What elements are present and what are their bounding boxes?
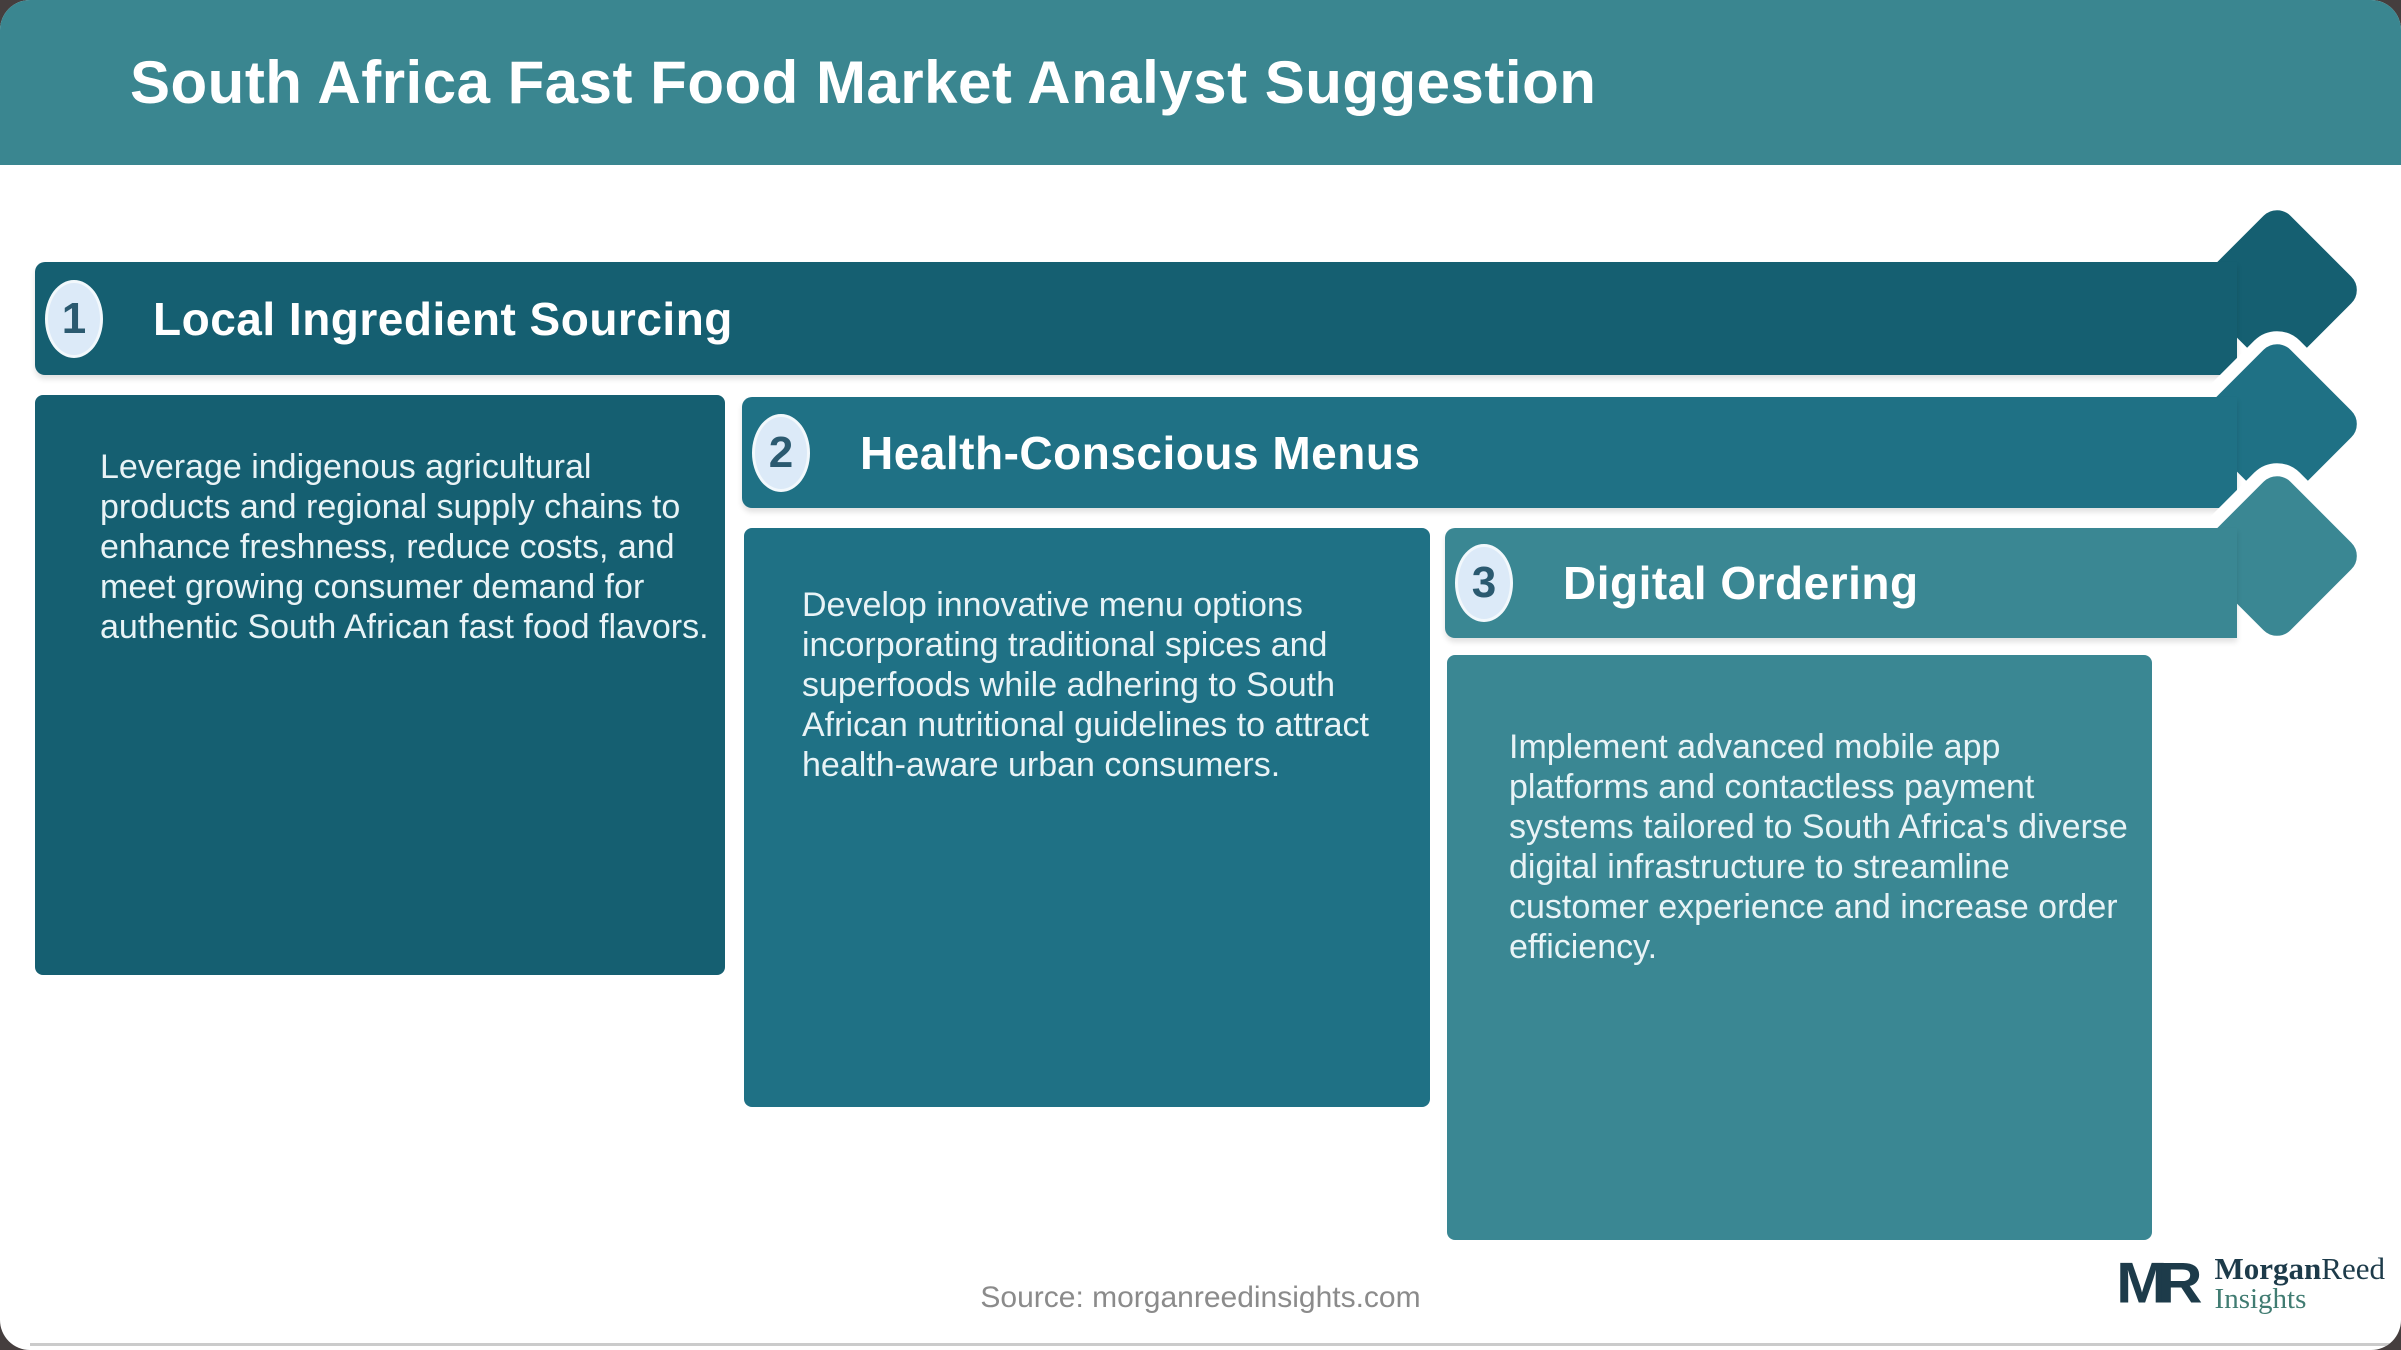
logo-name-bold: Morgan <box>2214 1250 2322 1286</box>
step-3-title: Digital Ordering <box>1563 557 1919 609</box>
step-1-banner: 1 Local Ingredient Sourcing <box>35 262 2237 375</box>
logo: MR MorganReed Insights <box>2116 1248 2385 1319</box>
page-title: South Africa Fast Food Market Analyst Su… <box>130 49 1597 116</box>
footer-divider <box>30 1343 2401 1346</box>
logo-text: MorganReed Insights <box>2215 1253 2385 1314</box>
source-text: Source: morganreedinsights.com <box>980 1281 1421 1314</box>
step-1-description: Leverage indigenous agricultural product… <box>35 395 725 975</box>
logo-monogram-icon: MR <box>2116 1251 2202 1316</box>
step-3-number: 3 <box>1471 558 1497 607</box>
step-3-description: Implement advanced mobile app platforms … <box>1447 655 2152 1240</box>
step-2-banner: 2 Health-Conscious Menus <box>742 397 2237 508</box>
logo-subtitle: Insights <box>2214 1282 2307 1315</box>
step-2-number: 2 <box>768 427 794 477</box>
header-bar: South Africa Fast Food Market Analyst Su… <box>0 0 2401 165</box>
step-1-number: 1 <box>61 293 87 343</box>
step-2-title: Health-Conscious Menus <box>860 426 1421 479</box>
logo-name-regular: Reed <box>2321 1250 2385 1286</box>
logo-name: MorganReed <box>2215 1253 2385 1285</box>
step-3-banner: 3 Digital Ordering <box>1445 528 2237 638</box>
step-1-number-badge: 1 <box>45 279 103 358</box>
step-2-description: Develop innovative menu options incorpor… <box>744 528 1430 1107</box>
step-2-number-badge: 2 <box>752 413 810 492</box>
step-3-number-badge: 3 <box>1455 544 1513 622</box>
step-1-title: Local Ingredient Sourcing <box>153 292 733 345</box>
